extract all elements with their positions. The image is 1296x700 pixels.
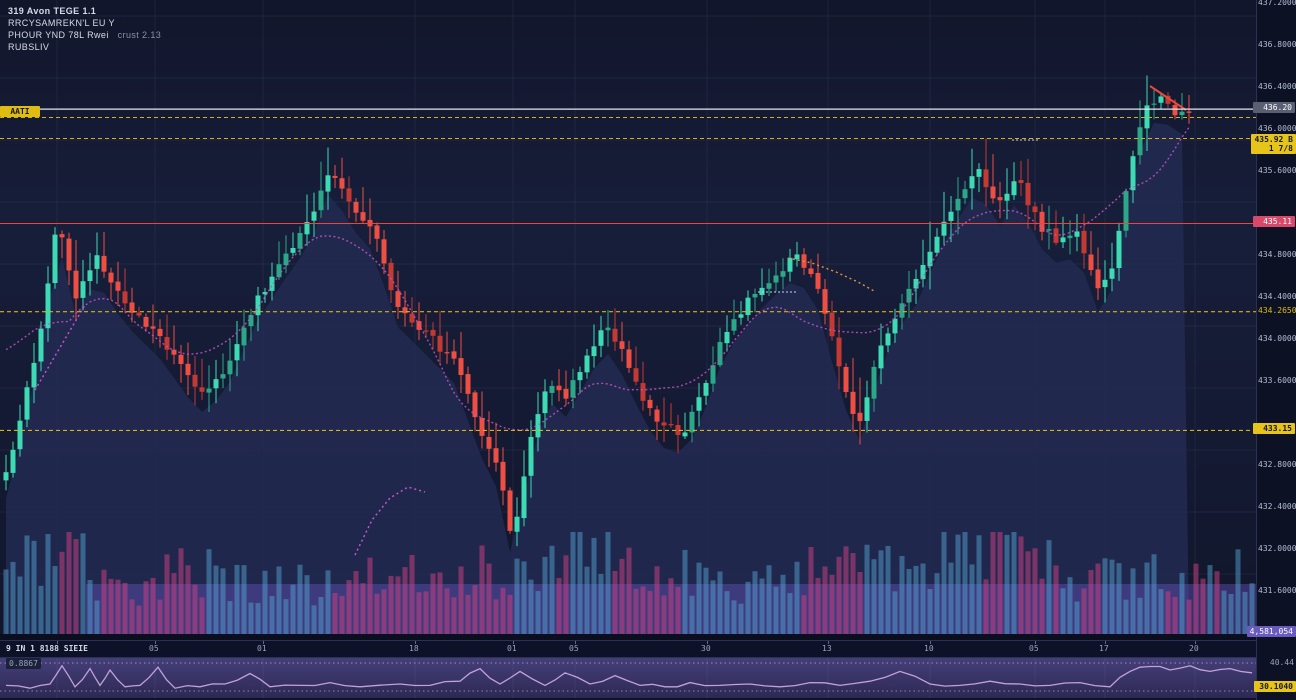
time-tick bbox=[263, 641, 264, 644]
time-tick-label: 30 bbox=[701, 644, 711, 653]
time-axis[interactable]: 05 01 18 01 05 30 13 10 05 17 20 bbox=[0, 640, 1256, 658]
symbol-info[interactable]: 319 Avon TEGE 1.1 RRCYSAMREKN'L EU Y PHO… bbox=[8, 5, 161, 53]
ma-line bbox=[5, 126, 1190, 431]
rsi-value-label: 40.44 bbox=[1269, 658, 1294, 667]
volume-value-label: 4,581,054 bbox=[1246, 626, 1296, 637]
current-price-label: 436.20 bbox=[1253, 102, 1295, 113]
time-tick bbox=[828, 641, 829, 644]
price-tick-label: 434.8000 bbox=[1258, 250, 1296, 259]
rsi-pane[interactable] bbox=[0, 656, 1256, 698]
candlestick-series bbox=[3, 75, 1192, 547]
stop-price-label: 435.11 bbox=[1253, 216, 1295, 227]
time-tick-label: 01 bbox=[507, 644, 517, 653]
time-tick-label: 05 bbox=[1029, 644, 1039, 653]
time-tick bbox=[930, 641, 931, 644]
price-axis[interactable]: 436.20 435.92 B 1 7/8 435.11 434.2650 43… bbox=[1246, 0, 1296, 700]
support-price-label: 433.15 bbox=[1253, 423, 1295, 434]
rsi-band-label: 30.1040 bbox=[1254, 681, 1296, 692]
time-tick bbox=[707, 641, 708, 644]
price-tick-label: 434.0000 bbox=[1258, 334, 1296, 343]
price-area-silhouette bbox=[6, 122, 1189, 634]
alert-price-label: 435.92 B 1 7/8 bbox=[1251, 134, 1296, 154]
time-tick-label: 17 bbox=[1099, 644, 1109, 653]
time-tick bbox=[57, 641, 58, 644]
dotted-magenta-segment bbox=[354, 486, 426, 556]
symbol-subtitle: RRCYSAMREKN'L EU Y bbox=[8, 18, 115, 28]
price-tick-label: 436.8000 bbox=[1258, 40, 1296, 49]
time-tick bbox=[415, 641, 416, 644]
dotted-orange-segment bbox=[787, 257, 875, 292]
time-tick bbox=[155, 641, 156, 644]
red-trendline[interactable] bbox=[1149, 85, 1187, 111]
price-tick-label: 431.6000 bbox=[1258, 586, 1296, 595]
mid-level-label: 434.2650 bbox=[1258, 306, 1296, 315]
price-tick-label: 437.2000 bbox=[1258, 0, 1296, 7]
symbol-title: 319 Avon TEGE 1.1 bbox=[8, 6, 97, 16]
price-tick-label: 436.0000 bbox=[1258, 124, 1296, 133]
indicator-legend: PHOUR YND 78L Rwei crust 2.13 bbox=[8, 30, 162, 40]
time-tick bbox=[1195, 641, 1196, 644]
price-tick-label: 432.0000 bbox=[1258, 544, 1296, 553]
time-tick bbox=[1035, 641, 1036, 644]
left-price-tag[interactable]: AATI bbox=[0, 106, 40, 117]
dotted-magenta-segment bbox=[34, 304, 86, 391]
time-tick-label: 05 bbox=[569, 644, 579, 653]
time-tick-label: 05 bbox=[149, 644, 159, 653]
bottom-strip bbox=[0, 698, 1296, 700]
time-tick bbox=[575, 641, 576, 644]
time-tick bbox=[1105, 641, 1106, 644]
time-tick-label: 01 bbox=[257, 644, 267, 653]
time-tick-label: 13 bbox=[822, 644, 832, 653]
chart-canvas[interactable] bbox=[0, 0, 1256, 700]
price-tick-label: 436.4000 bbox=[1258, 82, 1296, 91]
price-tick-label: 434.4000 bbox=[1258, 292, 1296, 301]
time-tick-label: 18 bbox=[409, 644, 419, 653]
rsi-line bbox=[5, 664, 1253, 689]
pane-separator[interactable] bbox=[0, 634, 1256, 640]
time-tick-label: 10 bbox=[924, 644, 934, 653]
price-tick-label: 432.4000 bbox=[1258, 502, 1296, 511]
time-tick-label: 20 bbox=[1189, 644, 1199, 653]
time-tick bbox=[513, 641, 514, 644]
volume-bars bbox=[3, 532, 1255, 634]
rsi-settings-badge[interactable]: 0.8867 bbox=[6, 658, 41, 669]
price-tick-label: 435.6000 bbox=[1258, 166, 1296, 175]
rsi-title[interactable]: 9 IN 1 8188 SIEIE bbox=[6, 644, 88, 653]
price-tick-label: 432.8000 bbox=[1258, 460, 1296, 469]
price-tick-label: 433.6000 bbox=[1258, 376, 1296, 385]
indicator-legend-2: RUBSLIV bbox=[8, 42, 50, 52]
